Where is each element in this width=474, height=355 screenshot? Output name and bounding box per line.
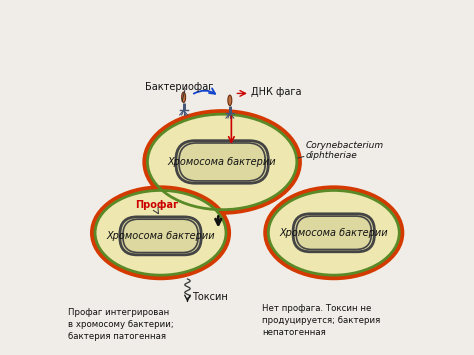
Ellipse shape bbox=[228, 95, 232, 105]
Text: Бактериофаг: Бактериофаг bbox=[145, 82, 213, 92]
Text: Хромосома бактерии: Хромосома бактерии bbox=[168, 157, 276, 167]
Text: Хромосома бактерии: Хромосома бактерии bbox=[280, 228, 388, 238]
Text: Corynebacterium
diphtheriae: Corynebacterium diphtheriae bbox=[305, 141, 383, 160]
Ellipse shape bbox=[266, 188, 401, 278]
Text: Профаг: Профаг bbox=[135, 200, 178, 210]
Text: Хромосома бактерии: Хромосома бактерии bbox=[106, 231, 215, 241]
FancyBboxPatch shape bbox=[293, 214, 374, 252]
FancyBboxPatch shape bbox=[120, 217, 201, 255]
Text: Профаг интегрирован
в хромосому бактерии;
бактерия патогенная: Профаг интегрирован в хромосому бактерии… bbox=[68, 308, 174, 341]
FancyBboxPatch shape bbox=[179, 143, 265, 181]
FancyBboxPatch shape bbox=[123, 219, 198, 252]
Ellipse shape bbox=[93, 188, 228, 278]
Text: Токсин: Токсин bbox=[192, 292, 228, 302]
FancyBboxPatch shape bbox=[296, 216, 371, 250]
FancyBboxPatch shape bbox=[176, 141, 268, 183]
Ellipse shape bbox=[182, 92, 186, 103]
Text: Нет профага. Токсин не
продуцируется; бактерия
непатогенная: Нет профага. Токсин не продуцируется; ба… bbox=[262, 304, 381, 337]
Text: ДНК фага: ДНК фага bbox=[251, 87, 302, 97]
Ellipse shape bbox=[145, 112, 299, 212]
